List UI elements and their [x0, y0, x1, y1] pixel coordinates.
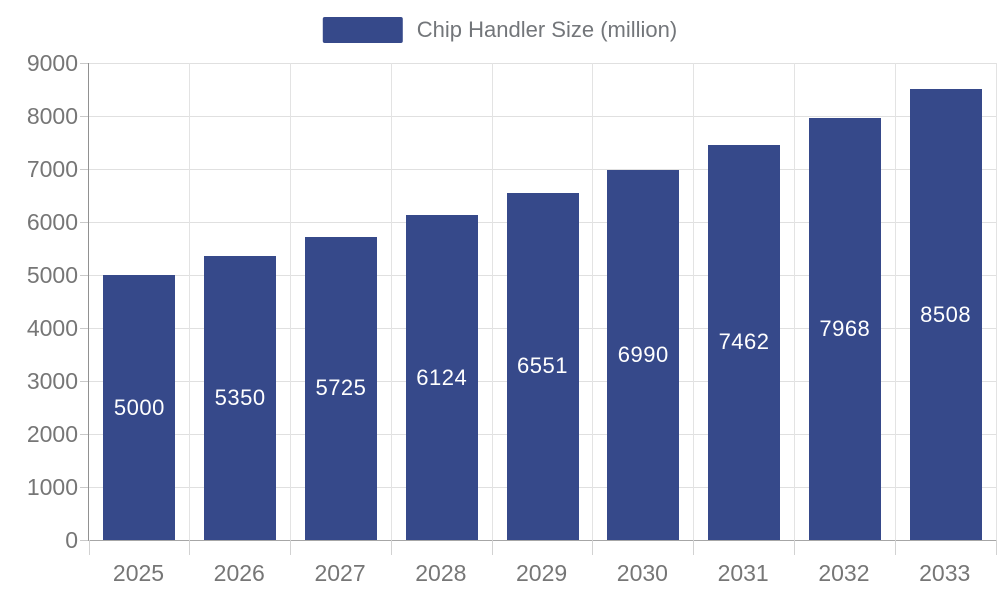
bar-2026[interactable]: 5350 [204, 256, 277, 540]
bar-value-label: 6124 [416, 364, 468, 390]
bar-2027[interactable]: 5725 [304, 236, 377, 540]
bar-value-label: 5000 [113, 394, 165, 420]
x-gridline [894, 63, 896, 540]
y-axis-tick-label: 7000 [26, 156, 78, 182]
x-axis-tick [793, 540, 795, 555]
bar-2025[interactable]: 5000 [103, 275, 176, 540]
y-axis-tick [80, 433, 88, 435]
y-axis-tick [80, 115, 88, 117]
bar-value-label: 5350 [214, 385, 266, 411]
x-axis-tick [894, 540, 896, 555]
x-axis-tick-label: 2032 [818, 560, 870, 586]
x-gridline [995, 63, 997, 540]
bar-value-label: 5725 [315, 375, 367, 401]
x-axis-tick [491, 540, 493, 555]
y-axis-tick [80, 62, 88, 64]
y-axis-tick-label: 2000 [26, 421, 78, 447]
y-axis-tick [80, 380, 88, 382]
x-gridline [793, 63, 795, 540]
y-axis-tick [80, 327, 88, 329]
x-gridline [491, 63, 493, 540]
bar-value-label: 6990 [617, 341, 669, 367]
y-axis-tick [80, 486, 88, 488]
y-axis-tick-label: 1000 [26, 474, 78, 500]
y-axis-tick-label: 8000 [26, 103, 78, 129]
x-gridline [592, 63, 594, 540]
x-gridline [390, 63, 392, 540]
legend-item[interactable]: Chip Handler Size (million) [322, 17, 678, 43]
x-axis-tick [88, 540, 90, 555]
legend-swatch[interactable] [322, 17, 403, 43]
bar-2029[interactable]: 6551 [506, 192, 579, 540]
y-gridline [89, 62, 996, 64]
y-axis-tick [80, 168, 88, 170]
x-axis-tick [592, 540, 594, 555]
bar-2030[interactable]: 6990 [607, 169, 680, 540]
x-axis-tick-label: 2031 [717, 560, 769, 586]
plot-area: 5000 5350 5725 6124 6551 6990 7462 7968 8508 [80, 62, 997, 555]
x-axis-tick [995, 540, 997, 555]
y-axis-tick-label: 6000 [26, 209, 78, 235]
y-axis-tick [80, 274, 88, 276]
x-axis-tick-label: 2033 [919, 560, 971, 586]
y-axis-tick [80, 539, 88, 541]
x-gridline [189, 63, 191, 540]
bar-2031[interactable]: 7462 [708, 144, 781, 540]
x-gridline [290, 63, 292, 540]
bar-value-label: 8508 [920, 301, 972, 327]
bar-value-label: 6551 [517, 353, 568, 379]
x-axis-tick-label: 2028 [415, 560, 467, 586]
x-axis-tick-label: 2027 [314, 560, 366, 586]
y-gridline [89, 115, 996, 117]
x-axis-tick [693, 540, 695, 555]
x-gridline [693, 63, 695, 540]
x-axis-tick-label: 2030 [616, 560, 668, 586]
y-axis-tick-label: 3000 [26, 368, 78, 394]
x-axis-tick-label: 2029 [516, 560, 568, 586]
y-axis-tick-label: 9000 [26, 50, 78, 76]
x-axis-tick [290, 540, 292, 555]
legend-label: Chip Handler Size (million) [416, 17, 678, 42]
x-axis-tick [390, 540, 392, 555]
y-axis-tick [80, 221, 88, 223]
y-axis-tick-label: 0 [65, 527, 78, 553]
y-gridline [89, 168, 996, 170]
y-axis-tick-label: 5000 [26, 262, 78, 288]
x-axis-tick-label: 2026 [213, 560, 265, 586]
bar-2033[interactable]: 8508 [909, 89, 982, 540]
bar-value-label: 7462 [718, 329, 770, 355]
bar-value-label: 7968 [819, 315, 871, 341]
y-axis-tick-label: 4000 [26, 315, 78, 341]
x-axis-tick-label: 2025 [112, 560, 165, 586]
bar-2032[interactable]: 7968 [808, 117, 881, 540]
bar-2028[interactable]: 6124 [405, 215, 478, 540]
x-axis-tick [189, 540, 191, 555]
